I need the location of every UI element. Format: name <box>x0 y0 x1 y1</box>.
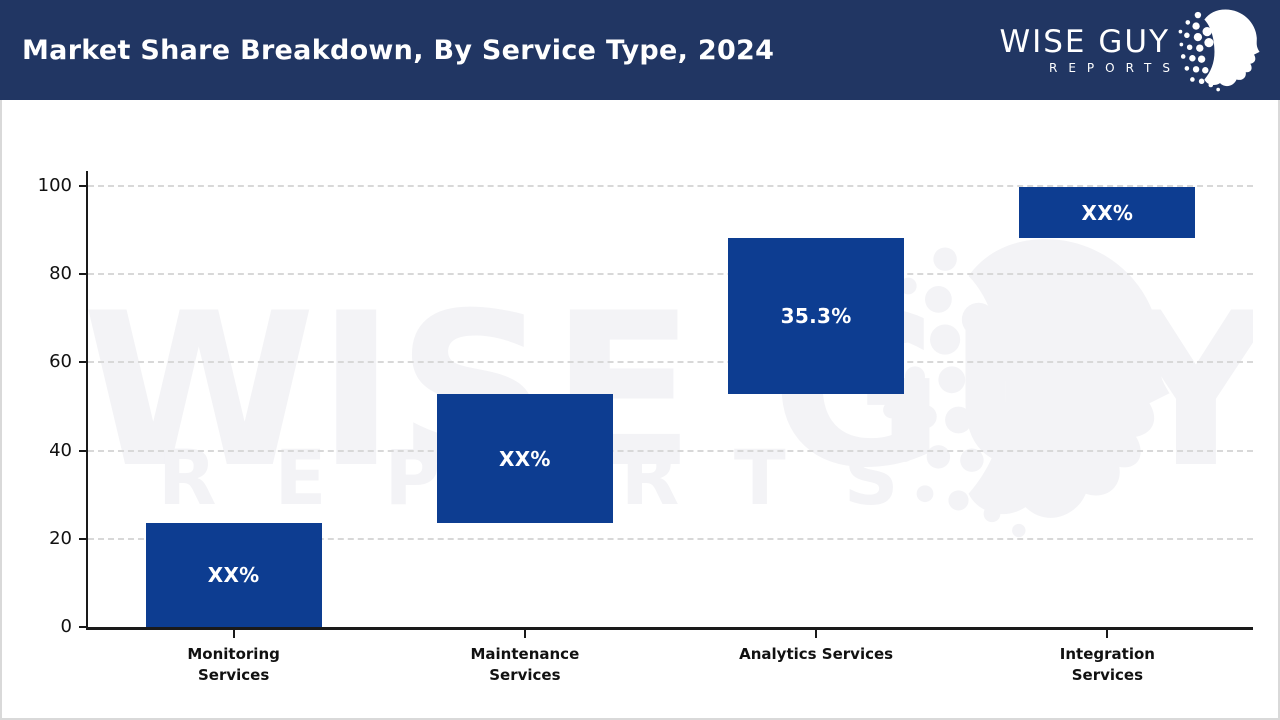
watermark-head-icon <box>874 239 1170 538</box>
gridline <box>88 361 1253 364</box>
y-tick-label: 100 <box>37 175 72 196</box>
logo-subtitle: REPORTS <box>1048 60 1181 75</box>
y-tick-label: 20 <box>49 527 72 549</box>
y-tick-mark <box>79 273 88 276</box>
wiseguy-logo: WISE GUY REPORTS <box>999 0 1266 100</box>
x-tick-mark <box>232 630 235 638</box>
plot-area: WISE GUY REPORTS XX% XX% 35.3% XX% <box>86 171 1253 630</box>
x-category-label: Integration Services <box>967 644 1247 686</box>
bar-value-label: XX% <box>1081 200 1134 225</box>
x-category-label: Analytics Services <box>676 644 956 665</box>
y-axis: 0 20 40 60 80 100 <box>2 171 88 636</box>
chart-canvas: 0 20 40 60 80 100 WISE GUY REPORTS XX% XX% 35.3… <box>0 100 1280 720</box>
y-tick-mark <box>79 537 88 540</box>
x-category-label-line: Services <box>197 666 270 684</box>
y-tick-label: 0 <box>60 616 72 637</box>
y-tick-label: 60 <box>49 351 72 373</box>
x-axis-spine <box>86 627 1253 630</box>
logo-wordmark: WISE GUY <box>999 23 1170 60</box>
header-bar: Market Share Breakdown, By Service Type,… <box>0 0 1280 100</box>
x-tick-mark <box>523 630 526 638</box>
watermark-layer: WISE GUY REPORTS <box>88 171 1253 627</box>
y-tick-mark <box>79 361 88 364</box>
bar-segment: XX% <box>1019 186 1196 239</box>
x-category-label-line: Integration <box>1059 645 1155 663</box>
bar-segment: XX% <box>145 523 322 627</box>
page-title: Market Share Breakdown, By Service Type,… <box>22 34 775 66</box>
x-category-label-line: Analytics Services <box>739 645 894 663</box>
wiseguy-head-icon <box>1178 9 1260 92</box>
wiseguy-logo-text: WISE GUY REPORTS <box>999 26 1170 75</box>
y-tick-mark <box>79 449 88 452</box>
x-axis: Monitoring Services Maintenance Services Ana… <box>88 630 1253 710</box>
bar-segment: 35.3% <box>728 238 905 395</box>
gridline <box>88 273 1253 276</box>
x-tick-mark <box>815 630 818 638</box>
x-tick-mark <box>1106 630 1109 638</box>
gridline <box>88 537 1253 540</box>
bar-value-label: 35.3% <box>780 304 852 329</box>
bar-value-label: XX% <box>498 446 551 471</box>
y-tick-label: 80 <box>49 263 72 285</box>
x-category-label-line: Maintenance <box>470 645 580 663</box>
x-category-label-line: Services <box>489 666 561 684</box>
gridline <box>88 185 1253 187</box>
x-category-label-line: Services <box>1071 666 1144 684</box>
x-category-label: Maintenance Services <box>385 644 665 686</box>
bar-value-label: XX% <box>207 563 260 588</box>
y-tick-label: 40 <box>49 439 72 461</box>
y-tick-mark <box>79 626 88 628</box>
gridline <box>88 449 1253 452</box>
y-axis-spine <box>86 171 88 629</box>
x-category-label-line: Monitoring <box>187 645 280 663</box>
bar-segment: XX% <box>436 394 613 524</box>
x-category-label: Monitoring Services <box>94 644 374 686</box>
y-tick-mark <box>79 185 88 187</box>
